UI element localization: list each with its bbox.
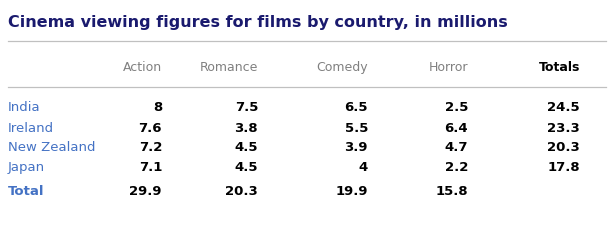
Text: 4: 4: [359, 161, 368, 174]
Text: 7.5: 7.5: [235, 101, 258, 114]
Text: 19.9: 19.9: [335, 185, 368, 198]
Text: 2.5: 2.5: [445, 101, 468, 114]
Text: 23.3: 23.3: [547, 121, 580, 134]
Text: Ireland: Ireland: [8, 121, 54, 134]
Text: Action: Action: [123, 61, 162, 74]
Text: Comedy: Comedy: [316, 61, 368, 74]
Text: 20.3: 20.3: [225, 185, 258, 198]
Text: 4.7: 4.7: [445, 141, 468, 154]
Text: 15.8: 15.8: [435, 185, 468, 198]
Text: 29.9: 29.9: [130, 185, 162, 198]
Text: 7.1: 7.1: [139, 161, 162, 174]
Text: 6.4: 6.4: [445, 121, 468, 134]
Text: Romance: Romance: [200, 61, 258, 74]
Text: 4.5: 4.5: [235, 161, 258, 174]
Text: Horror: Horror: [429, 61, 468, 74]
Text: 7.2: 7.2: [139, 141, 162, 154]
Text: Totals: Totals: [538, 61, 580, 74]
Text: 2.2: 2.2: [445, 161, 468, 174]
Text: 5.5: 5.5: [344, 121, 368, 134]
Text: 4.5: 4.5: [235, 141, 258, 154]
Text: 3.9: 3.9: [344, 141, 368, 154]
Text: 20.3: 20.3: [547, 141, 580, 154]
Text: India: India: [8, 101, 41, 114]
Text: New Zealand: New Zealand: [8, 141, 96, 154]
Text: 6.5: 6.5: [344, 101, 368, 114]
Text: 17.8: 17.8: [547, 161, 580, 174]
Text: Total: Total: [8, 185, 44, 198]
Text: Japan: Japan: [8, 161, 45, 174]
Text: Cinema viewing figures for films by country, in millions: Cinema viewing figures for films by coun…: [8, 15, 508, 30]
Text: 7.6: 7.6: [139, 121, 162, 134]
Text: 8: 8: [153, 101, 162, 114]
Text: 3.8: 3.8: [235, 121, 258, 134]
Text: 24.5: 24.5: [547, 101, 580, 114]
